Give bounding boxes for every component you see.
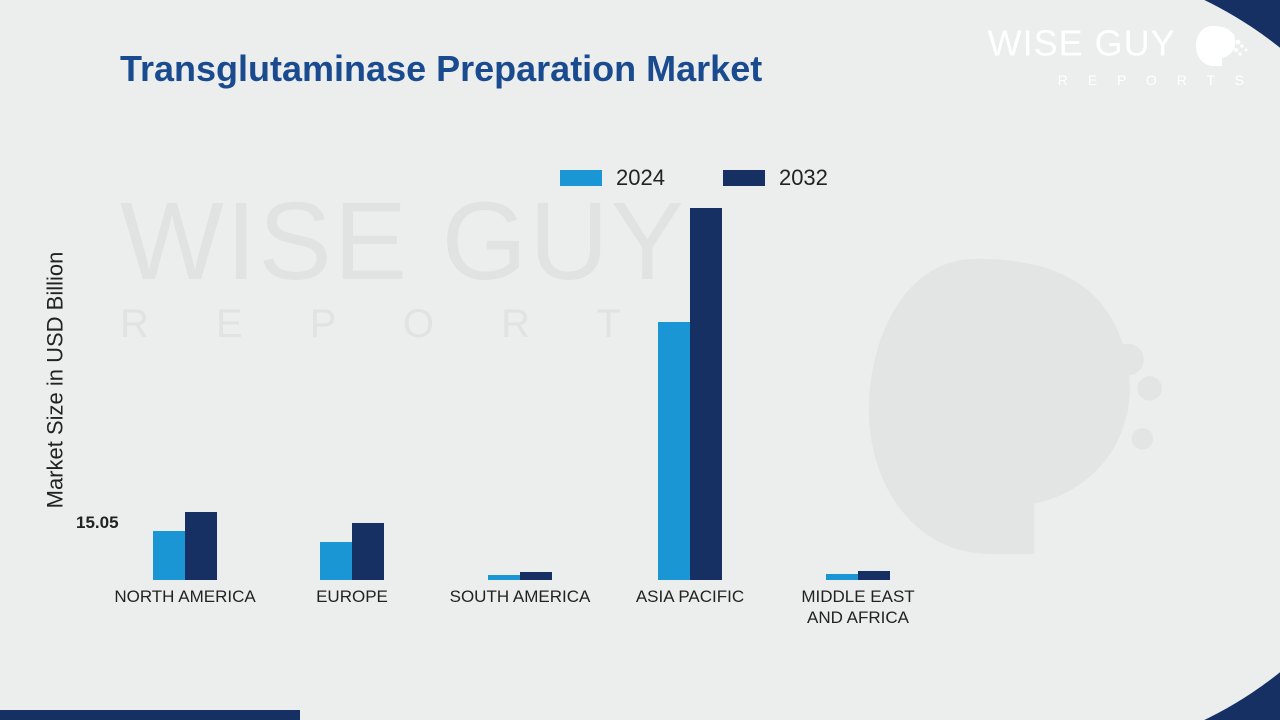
brand-sidebar: [970, 0, 1280, 720]
bar: [153, 531, 185, 580]
bar: [320, 542, 352, 580]
brand-subtitle: R E P O R T S: [988, 72, 1252, 88]
chart-canvas: WISE GUY R E P O R T S WISE GUY R E P O …: [0, 0, 1280, 720]
bar: [658, 322, 690, 580]
plot-area: [130, 200, 950, 580]
bar: [858, 571, 890, 581]
legend-item-2032: 2032: [723, 165, 828, 191]
x-label: ASIA PACIFIC: [615, 586, 765, 607]
bar: [826, 574, 858, 580]
legend-swatch-2024: [560, 170, 602, 186]
legend-item-2024: 2024: [560, 165, 665, 191]
y-axis-label-wrap: Market Size in USD Billion: [40, 170, 70, 590]
chart-title: Transglutaminase Preparation Market: [120, 48, 762, 90]
x-label: NORTH AMERICA: [110, 586, 260, 607]
x-label: EUROPE: [277, 586, 427, 607]
head-icon: [1192, 22, 1252, 70]
footer-strip: [0, 710, 300, 720]
brand-name: WISE GUY: [988, 23, 1175, 64]
bar: [690, 208, 722, 580]
y-tick: 15.05: [76, 513, 119, 533]
bar: [488, 575, 520, 580]
legend-swatch-2032: [723, 170, 765, 186]
bar: [185, 512, 217, 580]
brand-logo: WISE GUY R E P O R T S: [988, 22, 1252, 88]
legend-label-2024: 2024: [616, 165, 665, 191]
legend-label-2032: 2032: [779, 165, 828, 191]
y-axis-label: Market Size in USD Billion: [42, 252, 68, 509]
bar: [352, 523, 384, 580]
legend: 2024 2032: [560, 165, 828, 191]
bar: [520, 572, 552, 580]
x-label: MIDDLE EAST AND AFRICA: [783, 586, 933, 629]
x-label: SOUTH AMERICA: [445, 586, 595, 607]
